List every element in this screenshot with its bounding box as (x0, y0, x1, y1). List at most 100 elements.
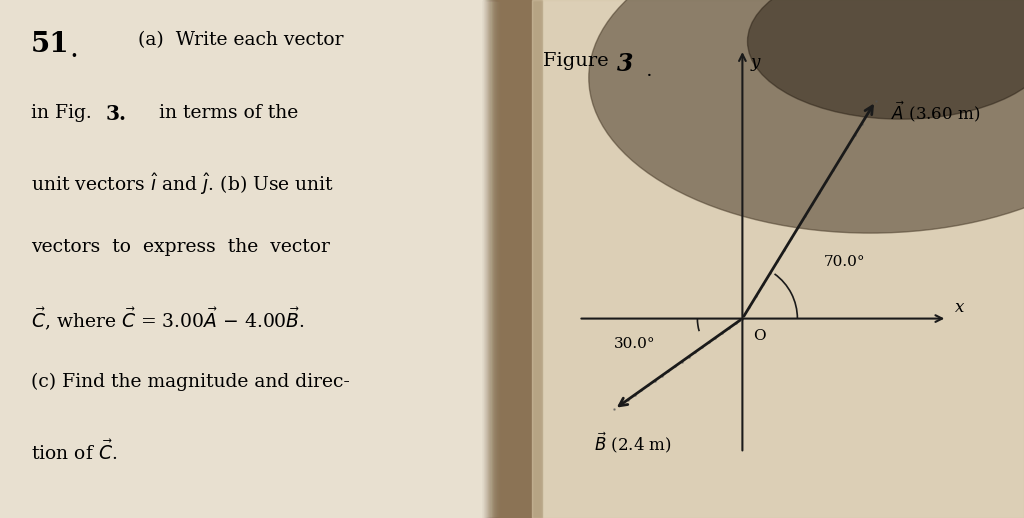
Ellipse shape (589, 0, 1024, 233)
Text: (a)  Write each vector: (a) Write each vector (138, 31, 344, 49)
Bar (510, 0, 520, 518)
Bar (532, 0, 1024, 518)
Bar (492, 0, 502, 518)
Bar (523, 0, 534, 518)
Bar (520, 0, 530, 518)
Bar (494, 0, 504, 518)
Text: x: x (955, 299, 965, 316)
Text: (c) Find the magnitude and direc-: (c) Find the magnitude and direc- (31, 373, 349, 391)
Text: y: y (751, 54, 760, 71)
Text: $\vec{A}$ (3.60 m): $\vec{A}$ (3.60 m) (891, 99, 980, 124)
Bar (508, 0, 518, 518)
Text: 3: 3 (616, 52, 633, 76)
Bar (502, 0, 512, 518)
Bar (500, 0, 510, 518)
Bar (520, 0, 530, 518)
Ellipse shape (748, 0, 1024, 119)
Bar (529, 0, 540, 518)
Bar (516, 0, 526, 518)
Bar (506, 0, 515, 518)
Bar (500, 0, 510, 518)
Bar (526, 0, 537, 518)
Bar (489, 0, 500, 518)
Bar (500, 0, 510, 518)
Text: in Fig.: in Fig. (31, 104, 97, 122)
Text: vectors  to  express  the  vector: vectors to express the vector (31, 238, 330, 256)
Bar (497, 0, 507, 518)
Text: $\vec{B}$ (2.4 m): $\vec{B}$ (2.4 m) (594, 430, 672, 455)
Bar (498, 0, 508, 518)
Bar (509, 0, 519, 518)
Bar (489, 0, 500, 518)
Bar (530, 0, 541, 518)
Bar (492, 0, 502, 518)
Bar (492, 0, 502, 518)
Bar (494, 0, 504, 518)
Bar (487, 0, 498, 518)
Bar (506, 0, 516, 518)
Bar (517, 0, 527, 518)
Bar (511, 0, 521, 518)
Bar (485, 0, 496, 518)
Text: 51: 51 (31, 31, 70, 58)
Text: tion of $\vec{C}$.: tion of $\vec{C}$. (31, 440, 117, 465)
Bar (498, 0, 508, 518)
Bar (503, 0, 513, 518)
Bar (527, 0, 538, 518)
Bar (518, 0, 528, 518)
Bar (522, 0, 532, 518)
Bar (488, 0, 499, 518)
Bar (485, 0, 496, 518)
Bar (530, 0, 541, 518)
Bar (514, 0, 524, 518)
Bar (494, 0, 504, 518)
Bar (485, 0, 496, 518)
Bar (530, 0, 541, 518)
Bar (523, 0, 535, 518)
Bar (510, 0, 520, 518)
Bar (487, 0, 498, 518)
Bar (504, 0, 514, 518)
Bar (512, 0, 522, 518)
Bar (508, 0, 517, 518)
Text: unit vectors $\hat{\imath}$ and $\hat{\jmath}$. (b) Use unit: unit vectors $\hat{\imath}$ and $\hat{\j… (31, 171, 334, 197)
Bar (484, 0, 495, 518)
Bar (483, 0, 494, 518)
Bar (510, 0, 519, 518)
Bar (482, 0, 493, 518)
Bar (514, 0, 524, 518)
Bar (490, 0, 501, 518)
Bar (501, 0, 511, 518)
Bar (513, 0, 523, 518)
Bar (481, 0, 492, 518)
Bar (487, 0, 498, 518)
Bar (519, 0, 529, 518)
Bar (524, 0, 535, 518)
Bar (513, 0, 523, 518)
Text: .: . (640, 62, 652, 80)
Bar (531, 0, 542, 518)
Bar (528, 0, 539, 518)
Text: 3.: 3. (105, 104, 127, 124)
Bar (483, 0, 494, 518)
Bar (515, 0, 526, 518)
Bar (502, 0, 512, 518)
Bar (507, 0, 517, 518)
Bar (506, 0, 516, 518)
Bar (504, 0, 514, 518)
Text: $\vec{C}$, where $\vec{C}$ = 3.00$\vec{A}$ − 4.00$\vec{B}$.: $\vec{C}$, where $\vec{C}$ = 3.00$\vec{A… (31, 306, 304, 332)
Bar (502, 0, 512, 518)
Text: Figure: Figure (543, 52, 614, 70)
Bar (522, 0, 532, 518)
Bar (521, 0, 531, 518)
Bar (511, 0, 521, 518)
Text: .: . (70, 36, 79, 63)
Bar (526, 0, 537, 518)
Bar (483, 0, 494, 518)
Bar (499, 0, 509, 518)
Bar (512, 0, 522, 518)
Bar (496, 0, 506, 518)
Bar (493, 0, 503, 518)
Bar (486, 0, 497, 518)
Text: O: O (753, 329, 765, 343)
